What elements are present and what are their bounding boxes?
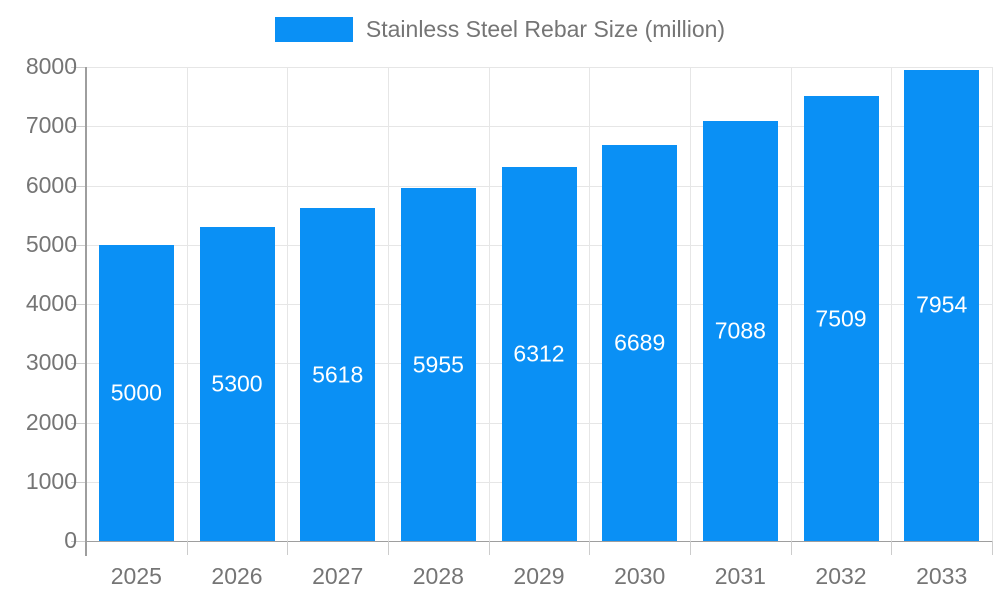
legend-item[interactable]: Stainless Steel Rebar Size (million) xyxy=(274,16,726,43)
bar-2028[interactable] xyxy=(400,188,476,541)
x-axis-label: 2030 xyxy=(614,563,666,589)
y-axis-tick xyxy=(71,422,86,424)
y-axis-label: 6000 xyxy=(25,171,77,198)
y-axis-tick xyxy=(71,126,86,128)
v-gridline xyxy=(388,67,389,541)
x-axis-label: 2032 xyxy=(815,563,867,589)
y-axis-tick xyxy=(71,363,86,365)
y-axis-label: 5000 xyxy=(25,230,77,257)
y-axis-tick xyxy=(71,481,86,483)
v-gridline xyxy=(690,67,691,541)
y-axis-tick xyxy=(71,244,86,246)
y-axis-tick xyxy=(71,304,86,305)
x-axis-label: 2029 xyxy=(513,563,565,589)
bar-2033[interactable] xyxy=(904,69,980,541)
x-axis-tick xyxy=(488,541,490,555)
y-axis-label: 1000 xyxy=(25,467,77,494)
y-axis-tick xyxy=(71,541,86,542)
v-gridline xyxy=(891,67,893,541)
x-axis-label: 2031 xyxy=(714,563,766,589)
v-gridline xyxy=(186,67,188,541)
x-axis-tick xyxy=(690,541,691,555)
y-axis-label: 3000 xyxy=(25,349,77,376)
x-axis-tick xyxy=(186,541,188,555)
v-gridline xyxy=(488,67,490,541)
v-gridline xyxy=(287,67,289,541)
bar-value-label: 6312 xyxy=(513,340,565,367)
y-axis-label: 4000 xyxy=(25,290,77,317)
y-axis-label: 8000 xyxy=(25,53,77,80)
x-axis-tick xyxy=(992,541,993,555)
x-axis-label: 2027 xyxy=(312,563,364,589)
y-axis-line xyxy=(85,67,87,556)
bar-2031[interactable] xyxy=(702,121,778,541)
bar-2027[interactable] xyxy=(300,208,376,541)
v-gridline xyxy=(992,67,993,541)
y-axis-label: 2000 xyxy=(25,408,77,435)
x-axis-label: 2033 xyxy=(916,563,968,589)
v-gridline xyxy=(790,67,792,541)
bar-2026[interactable] xyxy=(199,226,275,541)
h-gridline xyxy=(86,67,992,68)
x-axis-tick xyxy=(287,541,289,555)
bar-2029[interactable] xyxy=(501,167,577,541)
x-axis-label: 2025 xyxy=(110,563,162,589)
bar-value-label: 7954 xyxy=(916,291,968,318)
h-gridline xyxy=(86,126,992,128)
x-axis-label: 2028 xyxy=(412,563,464,589)
legend-label: Stainless Steel Rebar Size (million) xyxy=(365,16,726,42)
legend: Stainless Steel Rebar Size (million) xyxy=(0,16,1000,43)
x-axis-label: 2026 xyxy=(211,563,263,589)
x-axis-tick xyxy=(790,541,792,555)
bar-value-label: 5000 xyxy=(110,379,162,406)
bar-value-label: 7509 xyxy=(815,305,867,332)
bar-2030[interactable] xyxy=(602,144,678,541)
x-axis-tick xyxy=(589,541,591,555)
h-gridline xyxy=(86,541,992,542)
legend-swatch-icon xyxy=(274,17,353,42)
bar-value-label: 7088 xyxy=(714,317,766,344)
bar-value-label: 5300 xyxy=(211,370,263,397)
y-axis-tick xyxy=(71,185,86,187)
bar-2032[interactable] xyxy=(803,96,879,541)
y-axis-label: 0 xyxy=(64,527,77,554)
bar-2025[interactable] xyxy=(98,244,174,541)
bar-value-label: 5955 xyxy=(412,351,464,378)
bar-value-label: 5618 xyxy=(312,361,364,388)
v-gridline xyxy=(589,67,591,541)
x-axis-tick xyxy=(388,541,389,555)
bar-value-label: 6689 xyxy=(614,329,666,356)
x-axis-tick xyxy=(891,541,893,555)
y-axis-tick xyxy=(71,67,86,68)
y-axis-label: 7000 xyxy=(25,112,77,139)
